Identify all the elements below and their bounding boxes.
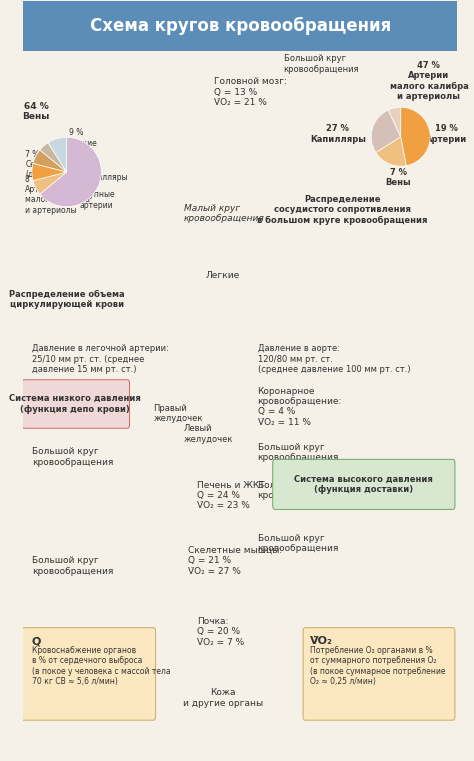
Text: Коронарное
кровообращение:
Q̇ = 4 %
V̇O₂ = 11 %: Коронарное кровообращение: Q̇ = 4 % V̇O₂…: [257, 387, 342, 427]
Text: Система низкого давления
(функция депо крови): Система низкого давления (функция депо к…: [9, 394, 141, 414]
Text: Система высокого давления
(функция доставки): Система высокого давления (функция доста…: [294, 475, 433, 494]
Text: Распределение
сосудистого сопротивления
в большом круге кровообращения: Распределение сосудистого сопротивления …: [257, 195, 428, 224]
Text: Легкие: Легкие: [206, 272, 240, 280]
Text: Левый
желудочек: Левый желудочек: [184, 425, 233, 444]
Text: 27 %
Капилляры: 27 % Капилляры: [310, 124, 366, 144]
Text: 5 %
Капилляры: 5 % Капилляры: [82, 162, 128, 182]
Text: Q̇: Q̇: [32, 636, 41, 646]
FancyBboxPatch shape: [303, 628, 455, 720]
FancyBboxPatch shape: [23, 2, 457, 51]
Text: 7 %
Сердце
(диастола): 7 % Сердце (диастола): [26, 149, 69, 180]
Text: V̇O₂: V̇O₂: [310, 636, 332, 646]
Text: Давление в аорте:
120/80 мм рт. ст.
(среднее давление 100 мм рт. ст.): Давление в аорте: 120/80 мм рт. ст. (сре…: [257, 344, 410, 374]
Text: 19 %
Артерии: 19 % Артерии: [426, 124, 467, 144]
Text: 8 %
Артерии
малого калибра
и артериолы: 8 % Артерии малого калибра и артериолы: [26, 174, 91, 215]
Text: Большой круг
кровообращения: Большой круг кровообращения: [32, 447, 113, 466]
FancyBboxPatch shape: [273, 460, 455, 509]
Text: Распределение объема
циркулирующей крови: Распределение объема циркулирующей крови: [9, 289, 125, 309]
Text: Потребление O₂ органами в %
от суммарного потребления O₂
(в покое суммарное потр: Потребление O₂ органами в % от суммарног…: [310, 646, 445, 686]
Text: Печень и ЖКТ:
Q̇ = 24 %
V̇O₂ = 23 %: Печень и ЖКТ: Q̇ = 24 % V̇O₂ = 23 %: [197, 481, 267, 511]
FancyBboxPatch shape: [21, 628, 155, 720]
Text: Головной мозг:
Q̇ = 13 %
V̇O₂ = 21 %: Головной мозг: Q̇ = 13 % V̇O₂ = 21 %: [214, 77, 287, 107]
Text: Большой круг
кровообращения: Большой круг кровообращения: [257, 533, 339, 553]
Text: Большой круг
кровообращения: Большой круг кровообращения: [257, 443, 339, 462]
Text: Давление в легочной артерии:
25/10 мм рт. ст. (среднее
давление 15 мм рт. ст.): Давление в легочной артерии: 25/10 мм рт…: [32, 344, 169, 374]
Text: Кровоснабжение органов
в % от сердечного выброса
(в покое у человека с массой те: Кровоснабжение органов в % от сердечного…: [32, 646, 171, 686]
Text: Большой круг
кровообращения: Большой круг кровообращения: [257, 481, 339, 500]
Text: 7 %
Вены: 7 % Вены: [386, 167, 411, 187]
Text: 47 %
Артерии
малого калибра
и артериолы: 47 % Артерии малого калибра и артериолы: [390, 61, 468, 101]
Text: Скелетные мышцы:
Q̇ = 21 %
V̇O₂ = 27 %: Скелетные мышцы: Q̇ = 21 % V̇O₂ = 27 %: [188, 546, 282, 575]
Text: 7 %
Крупные
артерии: 7 % Крупные артерии: [80, 180, 115, 209]
Text: Схема кругов кровообращения: Схема кругов кровообращения: [90, 18, 391, 36]
Text: Почка:
Q̇ = 20 %
V̇O₂ = 7 %: Почка: Q̇ = 20 % V̇O₂ = 7 %: [197, 617, 244, 647]
Text: 9 %
Легкие: 9 % Легкие: [69, 128, 98, 148]
Text: Малый круг
кровообращения: Малый круг кровообращения: [184, 204, 264, 224]
FancyBboxPatch shape: [21, 380, 129, 428]
Text: 64 %
Вены: 64 % Вены: [23, 102, 50, 121]
Text: Кожа
и другие органы: Кожа и другие органы: [183, 689, 263, 708]
Text: Большой круг
кровообращения: Большой круг кровообращения: [32, 556, 113, 576]
Text: Правый
желудочек: Правый желудочек: [154, 404, 203, 423]
Text: Большой круг
кровообращения: Большой круг кровообращения: [283, 55, 359, 74]
